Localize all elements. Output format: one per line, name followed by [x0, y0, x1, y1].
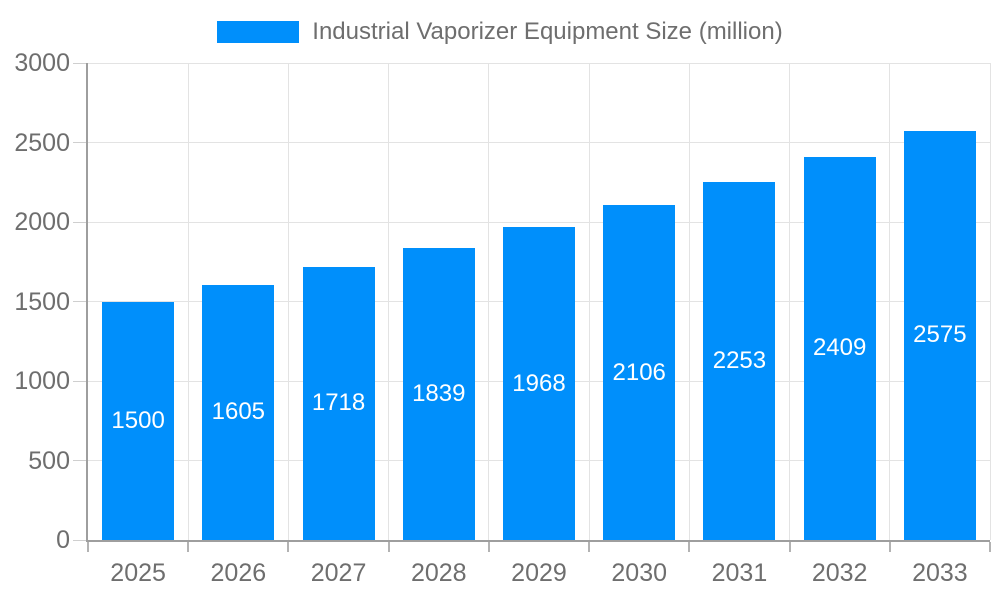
- x-axis-label: 2029: [511, 559, 567, 587]
- gridline-vertical: [789, 63, 791, 540]
- x-axis-tick: [788, 542, 791, 552]
- x-axis-label: 2033: [912, 559, 968, 587]
- gridline-vertical: [187, 63, 189, 540]
- gridline-vertical: [889, 63, 891, 540]
- bar-value-label: 1968: [512, 369, 566, 397]
- y-axis-label: 1500: [14, 287, 70, 316]
- gridline-vertical: [287, 63, 289, 540]
- gridline-horizontal: [88, 62, 990, 64]
- x-axis-tick: [387, 542, 390, 552]
- bar-value-label: 1500: [111, 406, 165, 434]
- x-axis-tick: [287, 542, 290, 552]
- x-axis-label: 2028: [410, 559, 467, 587]
- x-axis-label: 2031: [711, 559, 768, 587]
- legend: Industrial Vaporizer Equipment Size (mil…: [0, 18, 1000, 46]
- bar-2027[interactable]: 1718: [302, 266, 375, 540]
- y-axis-label: 3000: [14, 49, 70, 77]
- bar-2033[interactable]: 2575: [903, 130, 976, 540]
- y-axis-tick: [73, 142, 86, 143]
- x-axis-label: 2027: [310, 559, 367, 587]
- x-axis-tick: [588, 542, 591, 552]
- y-axis-label: 500: [28, 446, 70, 475]
- x-axis-tick: [187, 542, 190, 552]
- gridline-vertical: [488, 63, 490, 540]
- bar-value-label: 1605: [211, 398, 266, 426]
- bar-2030[interactable]: 2106: [603, 205, 676, 540]
- gridline-vertical: [588, 63, 590, 540]
- legend-swatch-icon: [217, 21, 300, 43]
- legend-label: Industrial Vaporizer Equipment Size (mil…: [312, 18, 783, 45]
- y-axis-tick: [73, 62, 86, 64]
- x-axis-label: 2025: [110, 559, 166, 587]
- x-axis-line: [86, 540, 990, 542]
- x-axis-label: 2026: [210, 559, 267, 587]
- x-axis-tick: [688, 542, 691, 552]
- y-axis-tick: [73, 221, 86, 223]
- y-axis-label: 0: [56, 526, 70, 554]
- bar-value-label: 1718: [311, 389, 366, 417]
- gridline-horizontal: [88, 221, 990, 223]
- x-axis-tick: [989, 542, 991, 552]
- x-axis-tick: [87, 542, 89, 552]
- bar-value-label: 2409: [812, 334, 867, 362]
- y-axis-tick: [73, 539, 86, 541]
- y-axis-line: [86, 63, 88, 542]
- bar-2031[interactable]: 2253: [703, 181, 776, 540]
- y-axis-label: 2000: [14, 208, 70, 236]
- bar-2029[interactable]: 1968: [503, 227, 575, 540]
- bar-value-label: 2575: [913, 321, 967, 349]
- y-axis-tick: [73, 301, 86, 302]
- gridline-vertical: [688, 63, 690, 540]
- y-axis-tick: [73, 380, 86, 382]
- bar-2026[interactable]: 1605: [202, 284, 275, 540]
- x-axis-tick: [487, 542, 490, 552]
- legend-item[interactable]: Industrial Vaporizer Equipment Size (mil…: [217, 18, 783, 46]
- x-axis-tick: [888, 542, 891, 552]
- bar-2025[interactable]: 1500: [102, 301, 175, 540]
- gridline-horizontal: [88, 142, 990, 143]
- x-axis-label: 2030: [611, 559, 668, 587]
- x-axis-label: 2032: [811, 559, 868, 587]
- y-axis-label: 1000: [14, 367, 70, 395]
- bar-2028[interactable]: 1839: [402, 247, 475, 540]
- gridline-vertical: [989, 63, 991, 540]
- y-axis-tick: [73, 460, 86, 461]
- bar-value-label: 1839: [412, 379, 466, 407]
- bar-value-label: 2253: [712, 346, 767, 374]
- bar-2032[interactable]: 2409: [803, 156, 876, 540]
- gridline-vertical: [388, 63, 390, 540]
- bar-value-label: 2106: [612, 358, 666, 386]
- y-axis-label: 2500: [14, 128, 70, 157]
